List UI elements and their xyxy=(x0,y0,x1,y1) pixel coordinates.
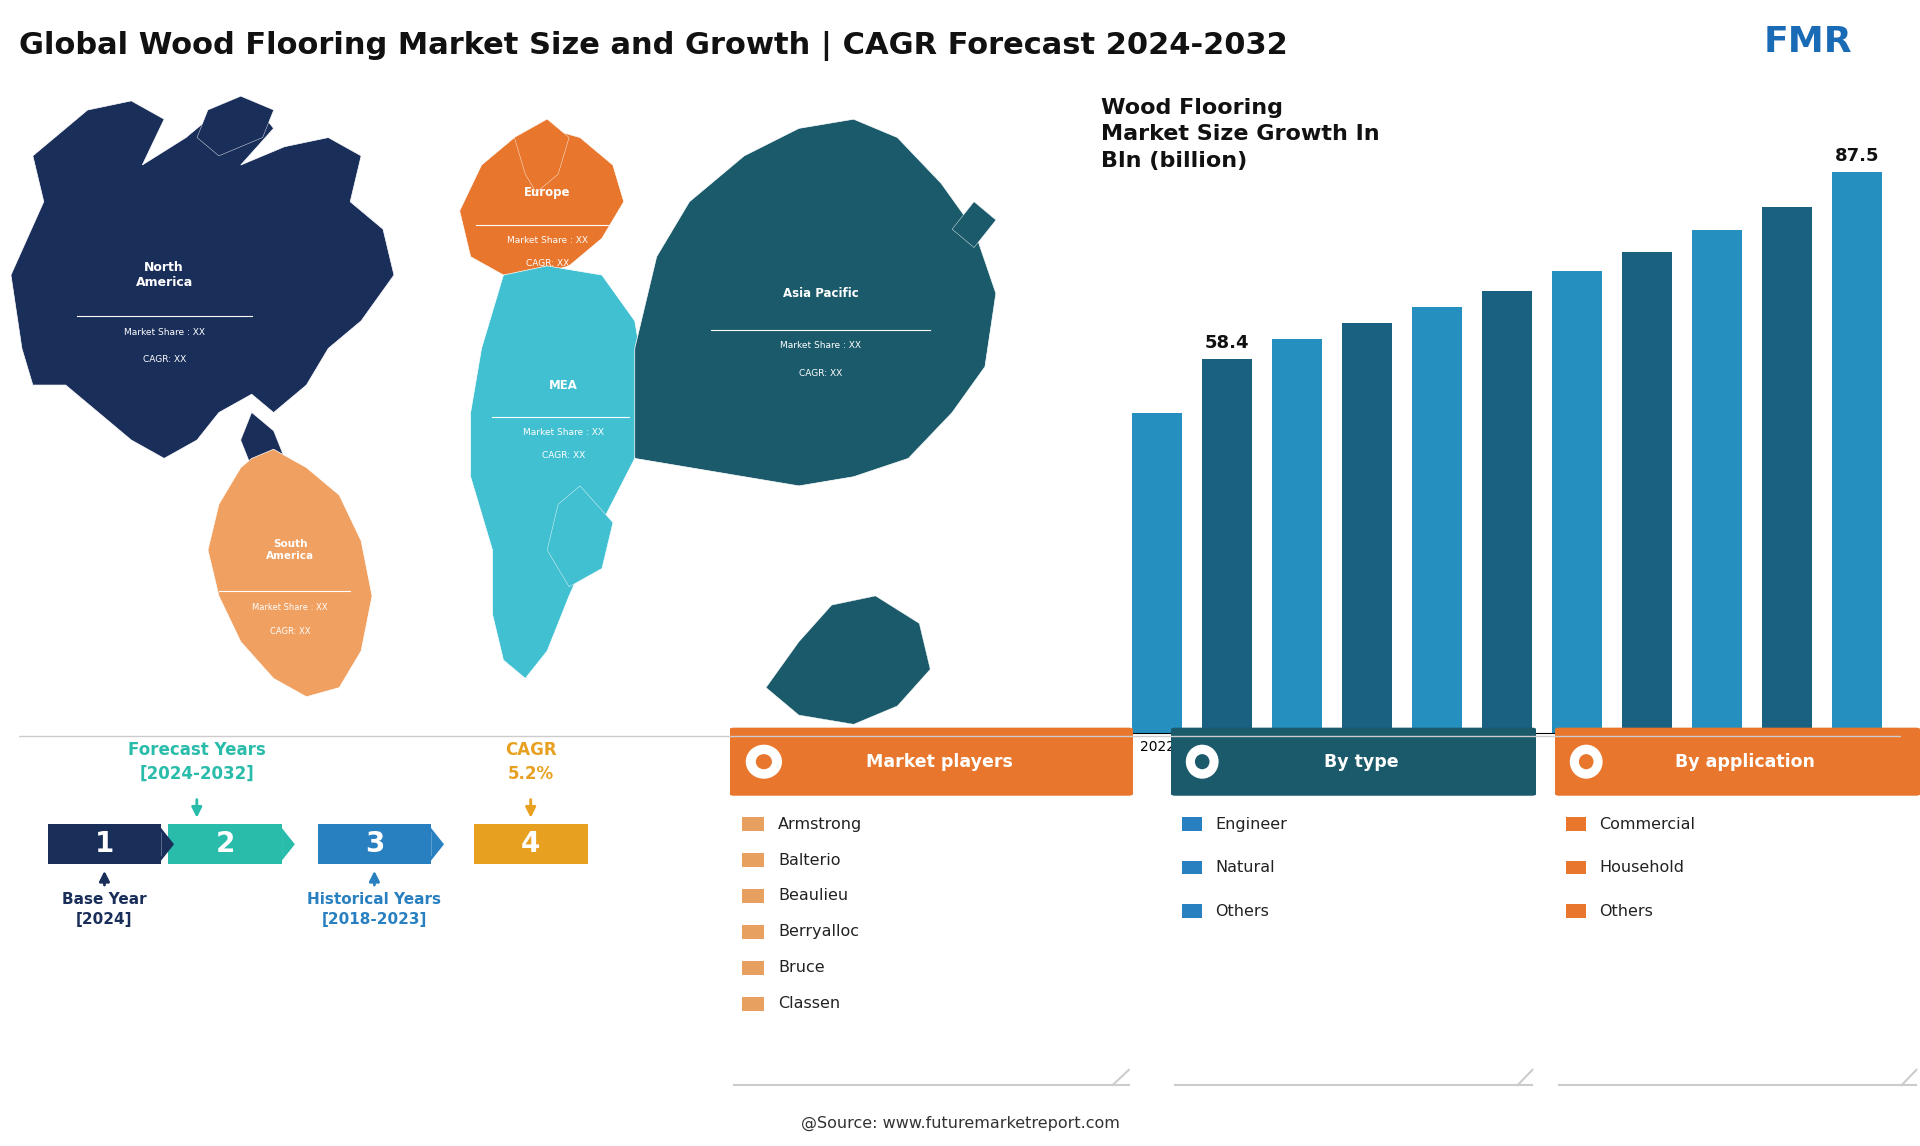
Text: Household: Household xyxy=(1599,861,1684,876)
Bar xyxy=(1692,229,1743,733)
Text: 3: 3 xyxy=(365,831,384,858)
Text: Historical Years: Historical Years xyxy=(307,892,442,906)
Text: By application: By application xyxy=(1674,753,1814,771)
Text: Market Share : XX: Market Share : XX xyxy=(123,328,205,337)
Text: [2024-2032]: [2024-2032] xyxy=(140,766,253,783)
Circle shape xyxy=(1187,745,1219,779)
Text: Market Share : XX: Market Share : XX xyxy=(252,603,328,612)
Polygon shape xyxy=(766,596,929,724)
Bar xyxy=(1567,904,1586,918)
Bar xyxy=(1551,272,1603,733)
Text: @Source: www.futuremarketreport.com: @Source: www.futuremarketreport.com xyxy=(801,1115,1119,1131)
Text: 87.5: 87.5 xyxy=(1836,148,1880,165)
Text: Asia Pacific: Asia Pacific xyxy=(783,286,858,300)
Circle shape xyxy=(1194,754,1210,769)
Text: Bruce: Bruce xyxy=(778,960,824,975)
Text: Europe: Europe xyxy=(524,186,570,199)
Text: CAGR: XX: CAGR: XX xyxy=(799,369,843,378)
Text: CAGR: XX: CAGR: XX xyxy=(142,355,186,364)
Text: MEA: MEA xyxy=(549,378,578,392)
Polygon shape xyxy=(240,413,284,477)
Text: FMR: FMR xyxy=(1764,25,1853,58)
Text: Market Share : XX: Market Share : XX xyxy=(780,342,862,351)
Text: Base Year: Base Year xyxy=(61,892,146,906)
Polygon shape xyxy=(459,128,624,275)
Polygon shape xyxy=(207,449,372,697)
Text: North
America: North America xyxy=(136,261,192,289)
Bar xyxy=(1567,817,1586,831)
Polygon shape xyxy=(515,119,568,193)
Circle shape xyxy=(1571,745,1603,779)
Polygon shape xyxy=(198,96,275,156)
Text: Market Share : XX: Market Share : XX xyxy=(507,236,588,245)
Text: Classen: Classen xyxy=(778,996,841,1011)
Text: Market Share : XX: Market Share : XX xyxy=(522,429,605,438)
Bar xyxy=(1183,817,1202,831)
Text: Others: Others xyxy=(1599,903,1653,919)
FancyBboxPatch shape xyxy=(48,824,161,864)
Text: Berryalloc: Berryalloc xyxy=(778,925,858,940)
Bar xyxy=(741,817,764,831)
Text: CAGR: CAGR xyxy=(505,741,557,760)
Bar xyxy=(1183,861,1202,874)
Polygon shape xyxy=(470,266,645,678)
Text: 2: 2 xyxy=(215,831,234,858)
Polygon shape xyxy=(952,202,996,248)
Bar xyxy=(1133,413,1183,733)
Bar xyxy=(1567,861,1586,874)
FancyBboxPatch shape xyxy=(317,824,432,864)
Text: 5.2%: 5.2% xyxy=(507,766,553,783)
Bar xyxy=(741,961,764,974)
Bar xyxy=(1763,207,1812,733)
Text: Forecast Years: Forecast Years xyxy=(129,741,265,760)
Text: 1: 1 xyxy=(94,831,113,858)
Text: CAGR: XX: CAGR: XX xyxy=(526,259,568,268)
Text: By type: By type xyxy=(1323,753,1398,771)
Text: Armstrong: Armstrong xyxy=(778,817,862,832)
Polygon shape xyxy=(547,486,612,587)
FancyBboxPatch shape xyxy=(474,824,588,864)
Bar xyxy=(1183,904,1202,918)
Text: 58.4: 58.4 xyxy=(1206,335,1250,352)
FancyArrow shape xyxy=(280,826,296,862)
Text: Commercial: Commercial xyxy=(1599,817,1695,832)
Text: Natural: Natural xyxy=(1215,861,1275,876)
Bar xyxy=(741,997,764,1011)
Text: [2018-2023]: [2018-2023] xyxy=(323,911,426,927)
Text: Engineer: Engineer xyxy=(1215,817,1286,832)
FancyArrow shape xyxy=(159,826,175,862)
Bar xyxy=(1832,172,1882,733)
Bar xyxy=(741,889,764,903)
Circle shape xyxy=(1578,754,1594,769)
Text: FUTURE MARKET REPORT: FUTURE MARKET REPORT xyxy=(1764,93,1878,101)
Bar xyxy=(1202,359,1252,733)
Text: 4: 4 xyxy=(520,831,540,858)
Text: Market players: Market players xyxy=(866,753,1012,771)
FancyArrow shape xyxy=(430,826,444,862)
Text: Wood Flooring
Market Size Growth In
Bln (billion): Wood Flooring Market Size Growth In Bln … xyxy=(1102,99,1380,171)
Bar xyxy=(1622,252,1672,733)
FancyBboxPatch shape xyxy=(728,728,1135,795)
Text: CAGR: XX: CAGR: XX xyxy=(271,627,311,636)
Circle shape xyxy=(745,745,781,779)
Bar xyxy=(1482,291,1532,733)
Text: Balterio: Balterio xyxy=(778,853,841,868)
Bar xyxy=(741,925,764,939)
Bar xyxy=(1342,323,1392,733)
Text: Others: Others xyxy=(1215,903,1269,919)
Text: Beaulieu: Beaulieu xyxy=(778,888,849,903)
Polygon shape xyxy=(636,119,996,486)
Bar xyxy=(741,854,764,866)
FancyBboxPatch shape xyxy=(169,824,282,864)
Polygon shape xyxy=(12,101,394,458)
Text: CAGR: XX: CAGR: XX xyxy=(541,452,586,461)
Text: Global Wood Flooring Market Size and Growth | CAGR Forecast 2024-2032: Global Wood Flooring Market Size and Gro… xyxy=(19,31,1288,61)
Circle shape xyxy=(756,754,772,769)
Bar xyxy=(1271,339,1323,733)
FancyBboxPatch shape xyxy=(1553,728,1920,795)
Text: South
America: South America xyxy=(267,540,315,560)
Bar xyxy=(1411,307,1463,733)
FancyBboxPatch shape xyxy=(1169,728,1538,795)
Text: [2024]: [2024] xyxy=(77,911,132,927)
